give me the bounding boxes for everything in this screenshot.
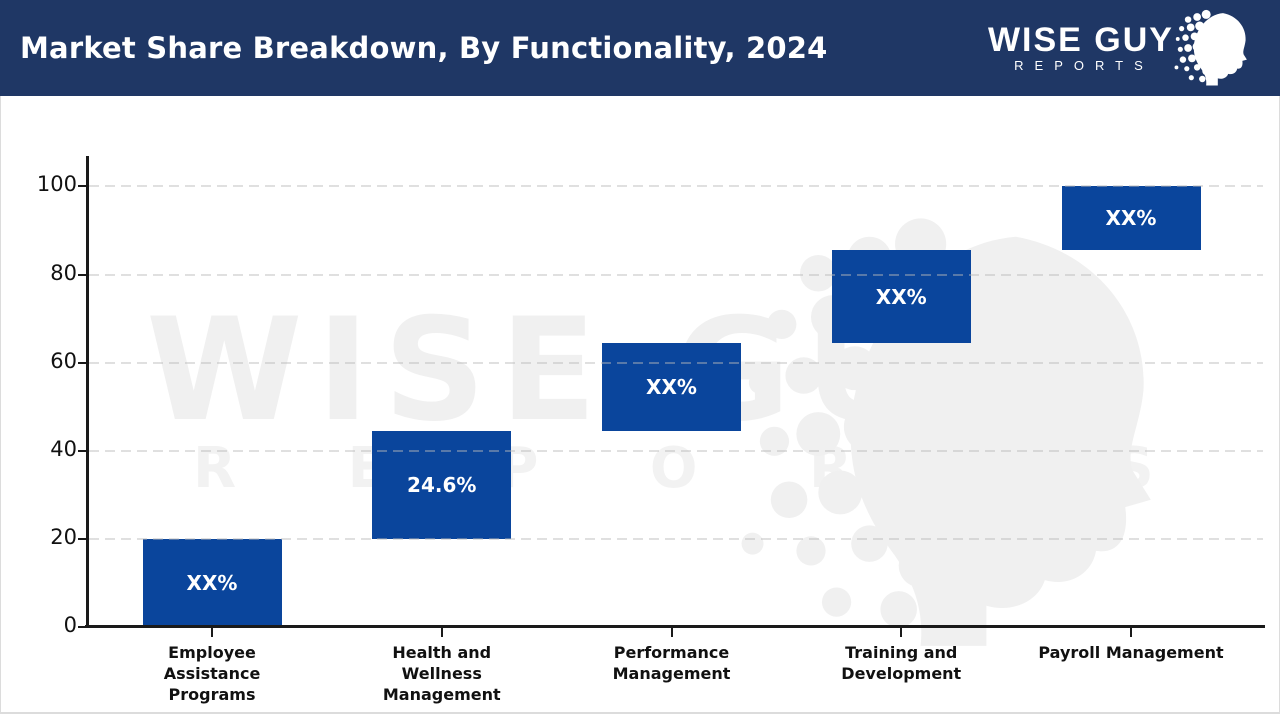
bar-value-label: XX% — [646, 374, 697, 399]
bar-value-label: 24.6% — [407, 472, 477, 497]
logo-head-icon — [1170, 9, 1254, 87]
y-tick-mark-60 — [78, 361, 87, 364]
bar-value-label: XX% — [1105, 206, 1157, 231]
gridline-60 — [89, 361, 1263, 364]
y-tick-mark-80 — [78, 273, 87, 276]
bar-value-label: XX% — [186, 570, 238, 595]
category-label-0: Employee Assistance Programs — [163, 643, 261, 704]
x-tick-mark-0 — [211, 628, 213, 637]
y-tick-label-20: 20 — [50, 524, 77, 549]
x-axis-line — [85, 625, 1265, 628]
y-tick-label-80: 80 — [50, 260, 77, 285]
y-tick-mark-20 — [78, 537, 87, 540]
logo-wordmark-sub: REPORTS — [1014, 58, 1154, 73]
logo-wordmark-main: WISE GUY — [987, 21, 1174, 59]
header: Market Share Breakdown, By Functionality… — [0, 0, 1280, 96]
logo: WISE GUY REPORTS — [988, 9, 1254, 87]
y-tick-mark-100 — [78, 185, 87, 188]
x-tick-mark-3 — [900, 628, 903, 637]
category-label-4: Payroll Management — [1038, 643, 1224, 662]
chart: WISE GUY R E P O R T S XX% 24.6% XX% XX% XX%… — [0, 96, 1280, 714]
category-label-1: Health and Wellness Management — [382, 643, 501, 704]
gridline-100 — [89, 185, 1263, 188]
y-tick-mark-0 — [78, 626, 87, 628]
x-tick-mark-4 — [1130, 628, 1132, 637]
gridline-40 — [89, 449, 1263, 452]
gridline-80 — [89, 273, 1263, 276]
bar-4: XX% — [1061, 186, 1201, 251]
bar-1: 24.6% — [372, 430, 512, 539]
y-axis-line — [86, 156, 89, 627]
category-label-2: Performance Management — [612, 643, 731, 683]
logo-wordmark: WISE GUY REPORTS — [988, 22, 1174, 74]
y-tick-label-60: 60 — [50, 348, 77, 373]
bar-2: XX% — [602, 342, 741, 431]
plot-area: XX% 24.6% XX% XX% XX% — [89, 160, 1263, 627]
y-tick-label-100: 100 — [36, 172, 77, 197]
y-tick-label-40: 40 — [50, 436, 77, 461]
x-tick-mark-1 — [440, 628, 443, 637]
bar-3: XX% — [831, 250, 971, 343]
gridline-20 — [89, 537, 1263, 540]
x-tick-mark-2 — [670, 628, 673, 637]
page-title: Market Share Breakdown, By Functionality… — [20, 31, 828, 65]
category-label-3: Training and Development — [841, 643, 962, 683]
y-tick-mark-40 — [78, 449, 87, 452]
bar-value-label: XX% — [875, 284, 927, 309]
bar-0: XX% — [142, 538, 282, 627]
y-tick-label-0: 0 — [63, 613, 77, 637]
